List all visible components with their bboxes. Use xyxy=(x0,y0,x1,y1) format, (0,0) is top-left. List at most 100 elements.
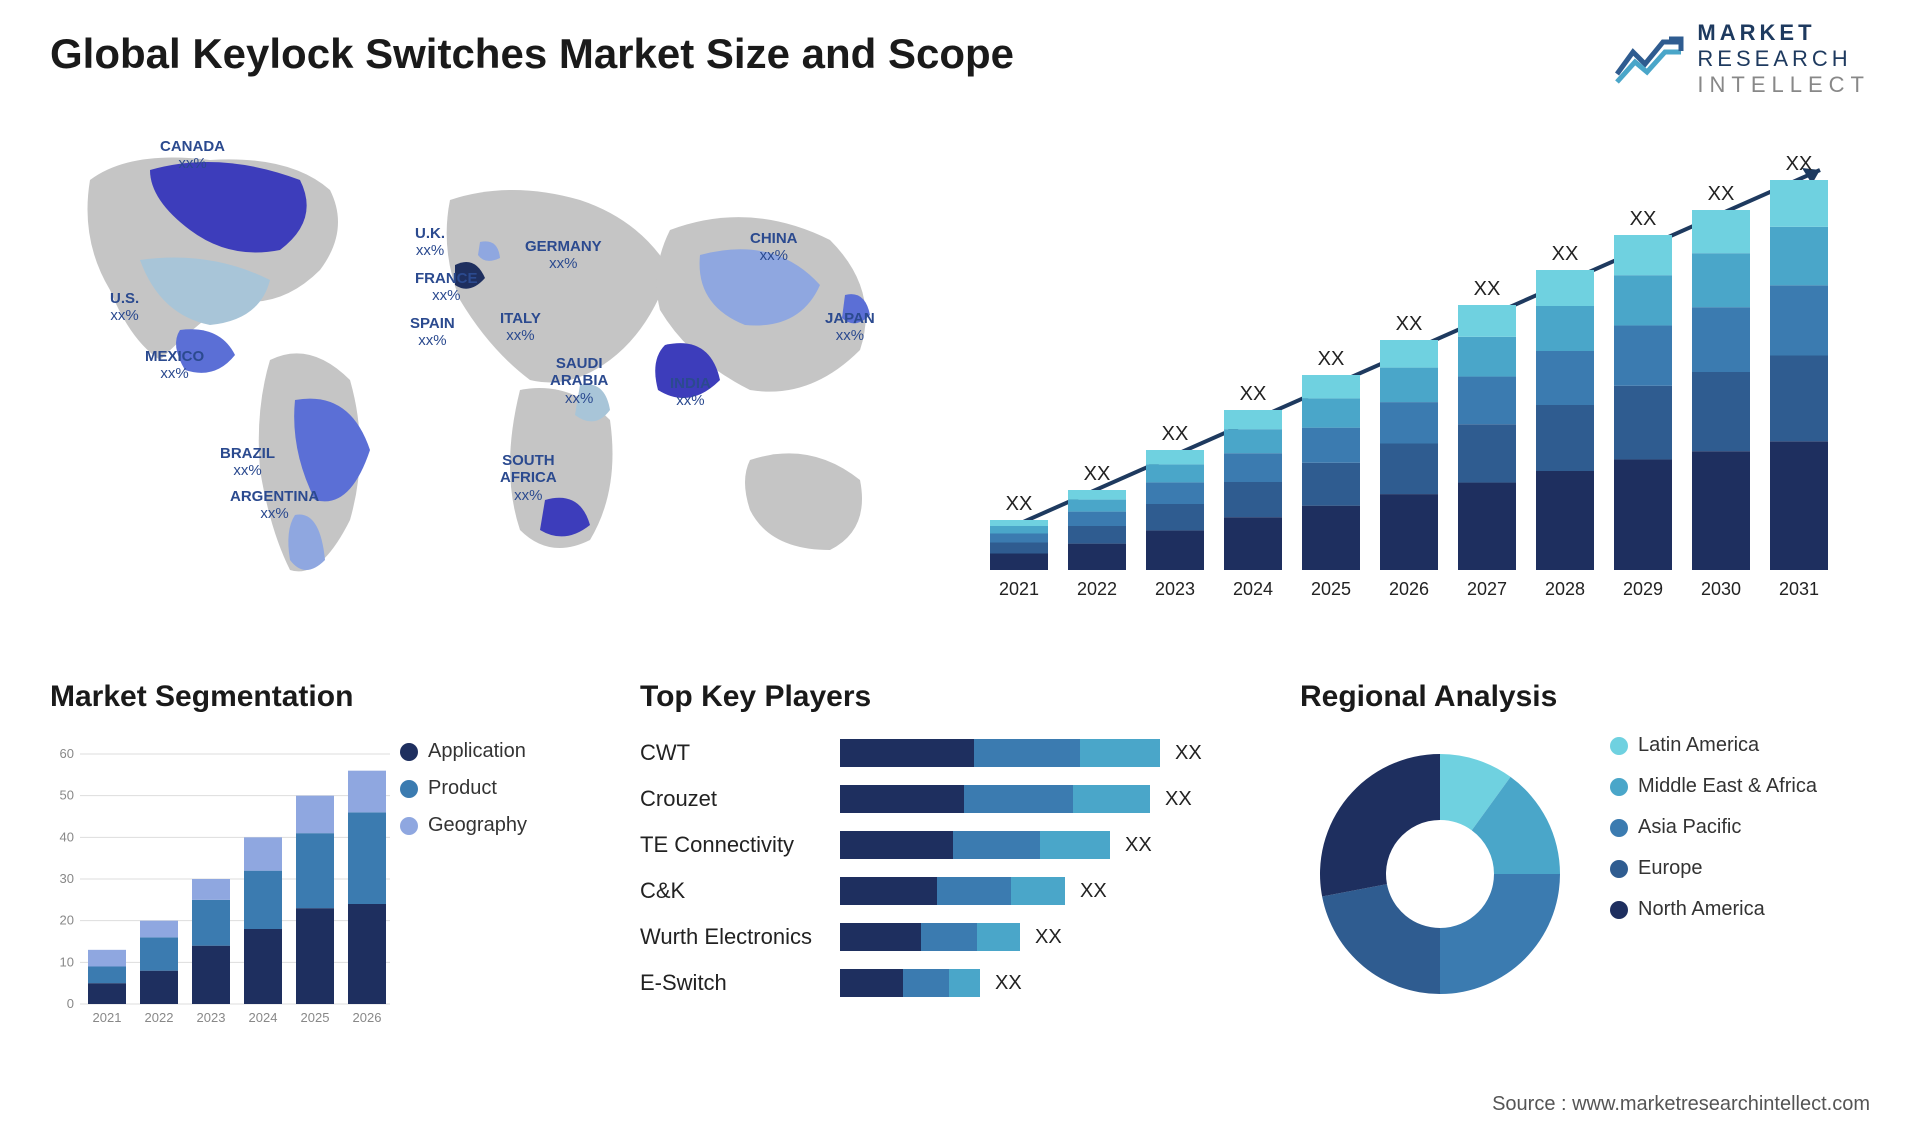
logo-icon xyxy=(1615,34,1685,84)
player-row-crouzet: Crouzet XX xyxy=(640,785,1260,813)
region-legend-north-america: North America xyxy=(1610,898,1817,921)
svg-text:2029: 2029 xyxy=(1623,579,1663,599)
svg-text:40: 40 xyxy=(60,829,74,844)
player-value: XX xyxy=(1175,742,1202,765)
segmentation-chart-svg: 0 10 20 30 40 50 60 2021 2022 2023 2024 2025 2026 xyxy=(50,734,390,1034)
seg-legend-application: Application xyxy=(400,740,527,763)
svg-text:XX: XX xyxy=(1162,423,1189,445)
region-legend-europe: Europe xyxy=(1610,857,1817,880)
logo-line1: MARKET xyxy=(1697,20,1870,46)
player-row-cwt: CWT XX xyxy=(640,739,1260,767)
player-bar xyxy=(840,739,1160,767)
svg-text:0: 0 xyxy=(67,996,74,1011)
map-label-india: INDIAxx% xyxy=(670,375,711,410)
player-row-e-switch: E-Switch XX xyxy=(640,969,1260,997)
player-value: XX xyxy=(995,972,1022,995)
svg-text:2022: 2022 xyxy=(145,1010,174,1025)
svg-text:2028: 2028 xyxy=(1545,579,1585,599)
svg-text:XX: XX xyxy=(1084,463,1111,485)
svg-text:10: 10 xyxy=(60,954,74,969)
donut-chart-svg xyxy=(1300,734,1580,1014)
svg-text:60: 60 xyxy=(60,746,74,761)
map-label-brazil: BRAZILxx% xyxy=(220,445,275,480)
segmentation-section: Market Segmentation 0 10 20 30 40 50 60 2021 202… xyxy=(50,680,590,1034)
growth-chart-svg: XX 2021 XX 2022 XX 2023 XX 2024 XX 2025 XX 2026 XX 20… xyxy=(980,140,1850,620)
logo-line2: RESEARCH xyxy=(1697,46,1870,72)
player-value: XX xyxy=(1035,926,1062,949)
map-label-canada: CANADAxx% xyxy=(160,138,225,173)
svg-text:XX: XX xyxy=(1786,153,1813,175)
map-label-mexico: MEXICOxx% xyxy=(145,348,204,383)
regional-title: Regional Analysis xyxy=(1300,680,1870,714)
svg-text:XX: XX xyxy=(1708,183,1735,205)
players-title: Top Key Players xyxy=(640,680,1260,714)
map-label-u.s.: U.S.xx% xyxy=(110,290,139,325)
svg-text:2025: 2025 xyxy=(1311,579,1351,599)
map-label-spain: SPAINxx% xyxy=(410,315,455,350)
player-row-c-k: C&K XX xyxy=(640,877,1260,905)
svg-text:2030: 2030 xyxy=(1701,579,1741,599)
svg-text:XX: XX xyxy=(1474,278,1501,300)
svg-text:2023: 2023 xyxy=(1155,579,1195,599)
map-label-japan: JAPANxx% xyxy=(825,310,875,345)
players-section: Top Key Players CWTXXCrouzetXXTE Connect… xyxy=(640,680,1260,1015)
map-label-argentina: ARGENTINAxx% xyxy=(230,488,319,523)
svg-text:XX: XX xyxy=(1240,383,1267,405)
donut-legend: Latin America Middle East & Africa Asia Pa… xyxy=(1610,734,1817,1014)
svg-text:2026: 2026 xyxy=(1389,579,1429,599)
region-legend-asia-pacific: Asia Pacific xyxy=(1610,816,1817,839)
growth-chart: XX 2021 XX 2022 XX 2023 XX 2024 XX 2025 XX 2026 XX 20… xyxy=(980,140,1850,620)
player-row-te-connectivity: TE Connectivity XX xyxy=(640,831,1260,859)
svg-text:XX: XX xyxy=(1006,493,1033,515)
segmentation-title: Market Segmentation xyxy=(50,680,590,714)
svg-text:2021: 2021 xyxy=(999,579,1039,599)
player-value: XX xyxy=(1080,880,1107,903)
player-bar xyxy=(840,785,1150,813)
player-name: Wurth Electronics xyxy=(640,924,840,950)
svg-text:XX: XX xyxy=(1630,208,1657,230)
svg-text:2024: 2024 xyxy=(249,1010,278,1025)
svg-text:2031: 2031 xyxy=(1779,579,1819,599)
svg-text:XX: XX xyxy=(1318,348,1345,370)
svg-text:20: 20 xyxy=(60,913,74,928)
source-text: Source : www.marketresearchintellect.com xyxy=(1492,1093,1870,1116)
player-bar xyxy=(840,877,1065,905)
seg-legend-product: Product xyxy=(400,777,527,800)
player-bar xyxy=(840,831,1110,859)
region-legend-latin-america: Latin America xyxy=(1610,734,1817,757)
map-label-germany: GERMANYxx% xyxy=(525,238,602,273)
region-legend-middle-east-africa: Middle East & Africa xyxy=(1610,775,1817,798)
segmentation-legend: ApplicationProductGeography xyxy=(400,740,527,851)
player-value: XX xyxy=(1125,834,1152,857)
player-name: CWT xyxy=(640,740,840,766)
player-name: C&K xyxy=(640,878,840,904)
svg-text:2024: 2024 xyxy=(1233,579,1273,599)
world-map: CANADAxx% U.S.xx%MEXICOxx% BRAZILxx% ARGENT… xyxy=(50,130,930,620)
player-name: E-Switch xyxy=(640,970,840,996)
svg-text:XX: XX xyxy=(1552,243,1579,265)
svg-text:2025: 2025 xyxy=(301,1010,330,1025)
player-bar xyxy=(840,969,980,997)
player-name: Crouzet xyxy=(640,786,840,812)
svg-text:2027: 2027 xyxy=(1467,579,1507,599)
svg-text:50: 50 xyxy=(60,788,74,803)
svg-text:XX: XX xyxy=(1396,313,1423,335)
player-value: XX xyxy=(1165,788,1192,811)
regional-section: Regional Analysis Latin America Middle Ea… xyxy=(1300,680,1870,1014)
players-list: CWT XX Crouzet XX TE Connectivity XX C&K XX Wurt… xyxy=(640,739,1260,997)
map-label-saudi-arabia: SAUDIARABIAxx% xyxy=(550,355,608,407)
logo: MARKET RESEARCH INTELLECT xyxy=(1615,20,1870,98)
map-label-france: FRANCExx% xyxy=(415,270,478,305)
svg-text:2023: 2023 xyxy=(197,1010,226,1025)
page-title: Global Keylock Switches Market Size and … xyxy=(50,30,1014,78)
logo-line3: INTELLECT xyxy=(1697,72,1870,98)
map-label-italy: ITALYxx% xyxy=(500,310,541,345)
svg-text:2021: 2021 xyxy=(93,1010,122,1025)
map-label-u.k.: U.K.xx% xyxy=(415,225,445,260)
map-label-china: CHINAxx% xyxy=(750,230,798,265)
svg-text:2022: 2022 xyxy=(1077,579,1117,599)
map-label-south-africa: SOUTHAFRICAxx% xyxy=(500,452,557,504)
player-name: TE Connectivity xyxy=(640,832,840,858)
svg-text:2026: 2026 xyxy=(353,1010,382,1025)
svg-text:30: 30 xyxy=(60,871,74,886)
